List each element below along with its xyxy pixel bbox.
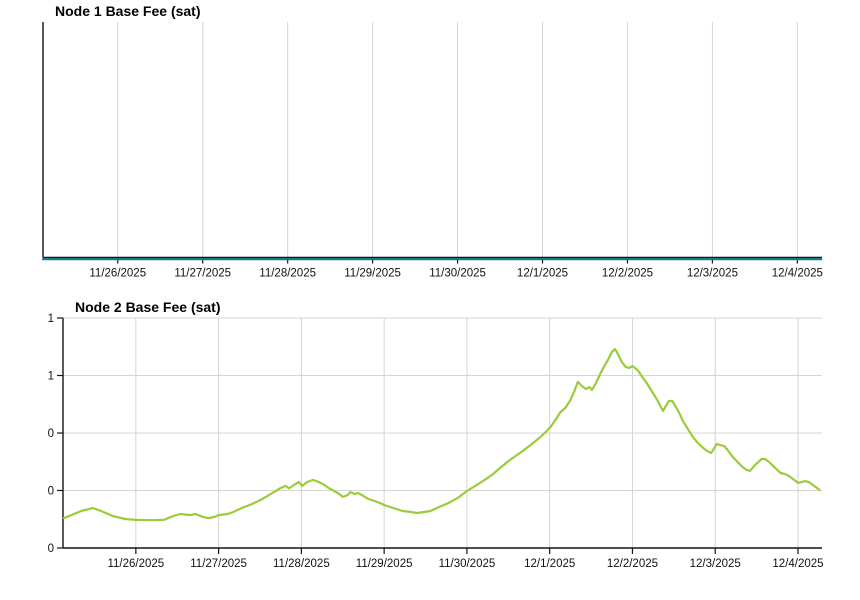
x-tick-label: 11/27/2025 xyxy=(174,268,231,280)
x-tick-label: 12/3/2025 xyxy=(687,268,738,280)
node-2-base-fee-line xyxy=(62,347,821,522)
node1-chart-panel: 11/26/2025 11/27/2025 11/28/2025 11/29/2025… xyxy=(0,0,860,295)
x-tick-label: 11/26/2025 xyxy=(107,558,164,570)
x-tick-label: 12/1/2025 xyxy=(524,558,575,570)
node2-chart-title: Node 2 Base Fee (sat) xyxy=(75,299,221,315)
y-tick-label: 0 xyxy=(48,486,54,498)
node2-gridlines xyxy=(63,317,822,548)
x-tick-label: 12/2/2025 xyxy=(602,268,653,280)
node2-chart: 11/26/2025 11/27/2025 11/28/2025 11/29/2025… xyxy=(48,299,824,570)
x-tick-label: 11/29/2025 xyxy=(356,558,413,570)
node2-series xyxy=(62,347,821,522)
x-tick-label: 12/4/2025 xyxy=(772,558,823,570)
x-tick-label: 11/28/2025 xyxy=(259,268,316,280)
node1-chart: 11/26/2025 11/27/2025 11/28/2025 11/29/2025… xyxy=(41,3,823,280)
x-tick-label: 11/30/2025 xyxy=(429,268,486,280)
y-tick-label: 0 xyxy=(48,428,54,440)
x-tick-label: 11/30/2025 xyxy=(439,558,496,570)
node2-chart-panel: 11/26/2025 11/27/2025 11/28/2025 11/29/2025… xyxy=(0,295,860,600)
y-tick-label: 1 xyxy=(48,371,54,383)
x-tick-label: 12/1/2025 xyxy=(517,268,568,280)
x-tick-label: 12/3/2025 xyxy=(690,558,741,570)
node1-tick-labels: 11/26/2025 11/27/2025 11/28/2025 11/29/2025… xyxy=(89,268,823,280)
node1-chart-title: Node 1 Base Fee (sat) xyxy=(55,3,201,19)
node1-gridlines xyxy=(117,22,798,258)
x-tick-label: 12/2/2025 xyxy=(607,558,658,570)
x-tick-label: 11/27/2025 xyxy=(190,558,247,570)
y-tick-label: 0 xyxy=(48,543,54,555)
x-tick-label: 11/26/2025 xyxy=(89,268,146,280)
node1-axes xyxy=(42,22,822,264)
node2-axes xyxy=(57,317,822,554)
node2-tick-labels: 11/26/2025 11/27/2025 11/28/2025 11/29/2025… xyxy=(48,313,824,570)
y-tick-label: 1 xyxy=(48,313,54,325)
x-tick-label: 11/29/2025 xyxy=(344,268,401,280)
x-tick-label: 11/28/2025 xyxy=(273,558,330,570)
x-tick-label: 12/4/2025 xyxy=(772,268,823,280)
